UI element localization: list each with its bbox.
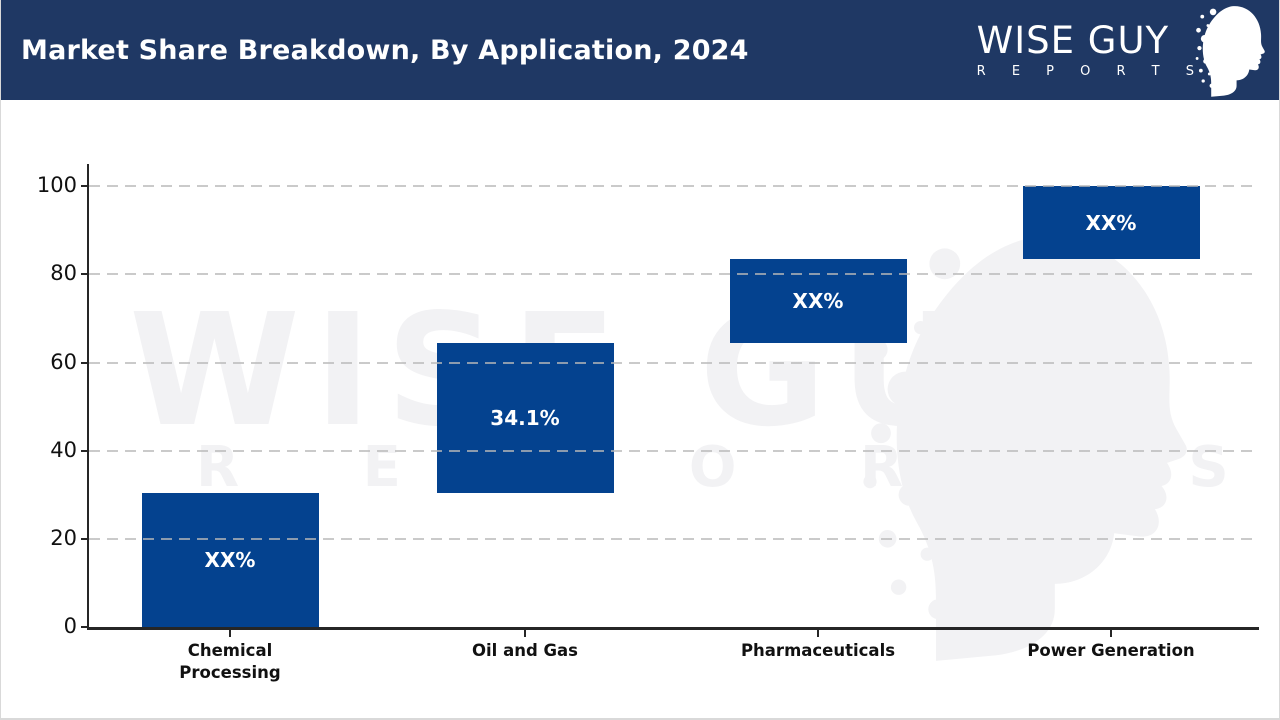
x-axis-category-label: Power Generation: [1027, 641, 1195, 660]
page-title: Market Share Breakdown, By Application, …: [21, 34, 749, 66]
y-axis-tick-label: 80: [50, 261, 77, 286]
x-tick: [817, 629, 819, 637]
gridline: [89, 185, 1259, 188]
bar-value-label: 34.1%: [490, 406, 560, 431]
brand-subtitle: R E P O R T S: [976, 64, 1205, 79]
y-axis-line: [87, 164, 89, 629]
gridline: [89, 537, 1259, 540]
waterfall-chart: WISE GUY R E P O R T S XX% Chemical Proce…: [1, 100, 1279, 718]
x-axis-category-label: Pharmaceuticals: [740, 641, 896, 660]
y-tick: [81, 185, 89, 188]
y-axis-tick-label: 20: [50, 525, 77, 550]
y-axis-tick-label: 40: [50, 437, 77, 462]
bar-segment: [1022, 186, 1200, 259]
y-tick: [81, 449, 89, 452]
bar-segment: [729, 259, 907, 344]
bar-value-label: XX%: [792, 289, 844, 314]
brand-name: WISE GUY: [976, 19, 1170, 62]
y-tick: [81, 626, 89, 628]
brand-logo: WISE GUY R E P O R T S: [977, 3, 1269, 97]
x-tick: [524, 629, 526, 637]
y-tick: [81, 273, 89, 276]
brand-logo-text: WISE GUY R E P O R T S: [976, 19, 1205, 80]
y-axis-tick-label: 100: [36, 173, 77, 198]
y-axis-tick-label: 60: [50, 349, 77, 374]
x-axis-line: [87, 627, 1259, 630]
bar-value-label: XX%: [1085, 210, 1137, 235]
x-tick: [1110, 629, 1112, 637]
x-axis-category-label: Chemical Processing: [179, 641, 281, 682]
header: Market Share Breakdown, By Application, …: [1, 0, 1279, 100]
x-axis-category-label: Oil and Gas: [471, 641, 579, 660]
watermark-face-icon: [859, 222, 1189, 662]
x-tick: [229, 629, 231, 637]
y-tick: [81, 537, 89, 540]
bar-segment: [141, 493, 319, 627]
bar-value-label: XX%: [204, 548, 256, 573]
gridline: [89, 273, 1259, 276]
y-axis-tick-label: 0: [63, 614, 77, 638]
gridline: [89, 449, 1259, 452]
y-tick: [81, 361, 89, 364]
bar-segment: [436, 343, 614, 494]
brand-face-icon: [1191, 3, 1269, 97]
gridline: [89, 361, 1259, 364]
